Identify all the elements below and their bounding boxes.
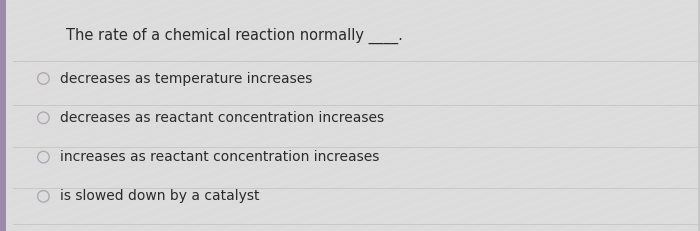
Text: is slowed down by a catalyst: is slowed down by a catalyst: [60, 189, 259, 203]
Text: decreases as temperature increases: decreases as temperature increases: [60, 72, 312, 85]
FancyBboxPatch shape: [0, 0, 6, 231]
Text: The rate of a chemical reaction normally ____.: The rate of a chemical reaction normally…: [66, 28, 403, 44]
FancyBboxPatch shape: [698, 0, 700, 231]
Text: decreases as reactant concentration increases: decreases as reactant concentration incr…: [60, 111, 384, 125]
Text: increases as reactant concentration increases: increases as reactant concentration incr…: [60, 150, 379, 164]
